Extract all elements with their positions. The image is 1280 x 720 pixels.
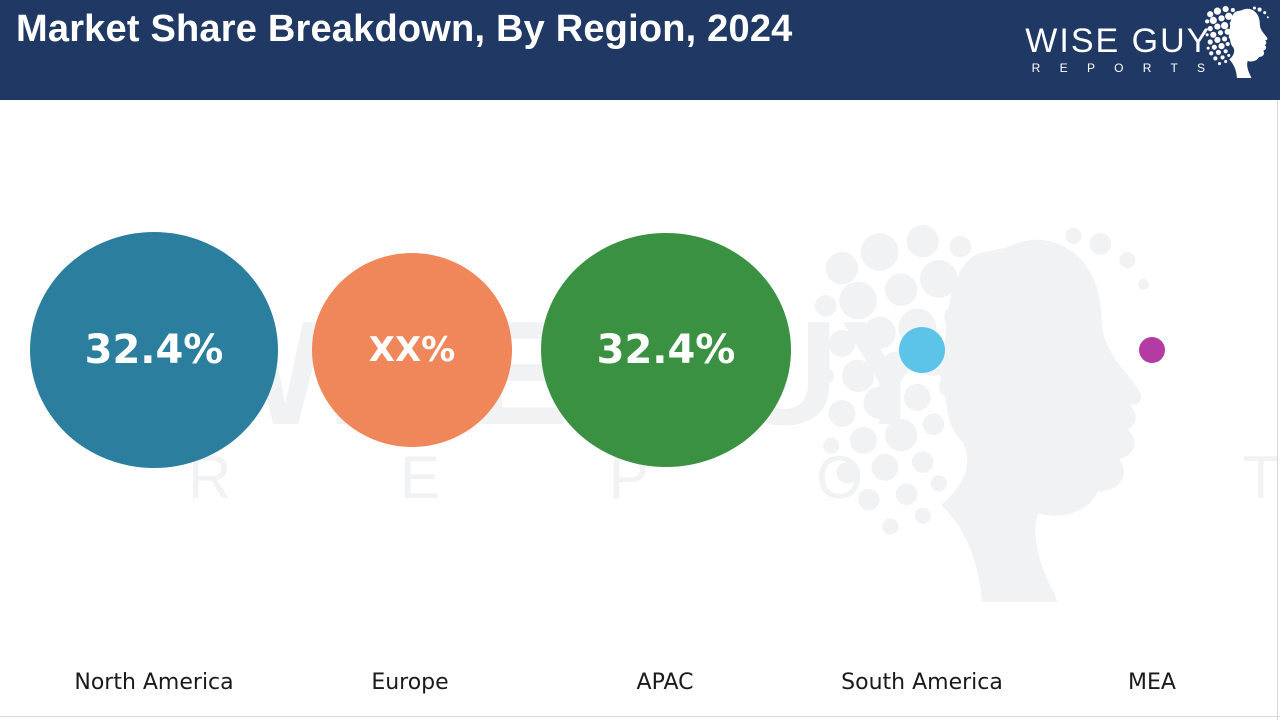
logo-subtext: R E P O R T S — [1031, 61, 1213, 75]
bubble-europe-value: XX% — [368, 330, 456, 370]
category-label-apac: APAC — [636, 670, 694, 695]
watermark-head-icon — [815, 225, 1149, 602]
logo-wordmark: WISE GUY — [1025, 22, 1212, 60]
bubble-north-america: 32.4% — [30, 232, 278, 468]
category-label-mea: MEA — [1128, 670, 1176, 695]
header: Market Share Breakdown, By Region, 2024 … — [0, 0, 1280, 100]
bubble-europe: XX% — [312, 253, 512, 447]
category-label-south-america: South America — [841, 670, 1003, 695]
category-label-europe: Europe — [371, 670, 449, 695]
bubble-apac: 32.4% — [541, 233, 791, 467]
logo-wordmark-block: WISE GUY R E P O R T S — [1024, 24, 1213, 74]
wise-guy-logo: WISE GUY R E P O R T S — [1024, 6, 1272, 78]
page-title: Market Share Breakdown, By Region, 2024 — [16, 8, 793, 50]
category-label-north-america: North America — [74, 670, 234, 695]
bubble-north-america-value: 32.4% — [84, 327, 224, 373]
bubble-mea — [1139, 337, 1165, 363]
bottom-edge-line — [0, 716, 1280, 717]
bubble-apac-value: 32.4% — [596, 327, 736, 373]
bubble-south-america — [899, 327, 945, 373]
head-profile-icon — [1205, 6, 1269, 78]
right-edge-line — [1277, 100, 1278, 720]
chart-area: WISE GUY R E P O R T S 32.4% XX% 32.4% N… — [0, 100, 1280, 720]
